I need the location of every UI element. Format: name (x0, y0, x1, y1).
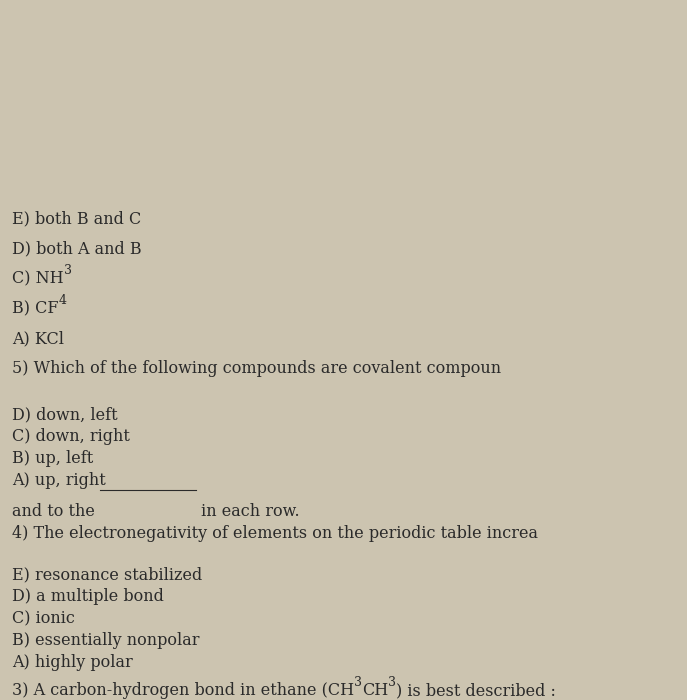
Text: 3) A carbon-hydrogen bond in ethane (CH: 3) A carbon-hydrogen bond in ethane (CH (12, 682, 354, 699)
Text: B) essentially nonpolar: B) essentially nonpolar (12, 632, 199, 649)
Text: 5) Which of the following compounds are covalent compoun: 5) Which of the following compounds are … (12, 360, 501, 377)
Text: D) down, left: D) down, left (12, 406, 117, 423)
Text: B) up, left: B) up, left (12, 450, 93, 467)
Text: 4) The electronegativity of elements on the periodic table increa: 4) The electronegativity of elements on … (12, 525, 538, 542)
Text: 4: 4 (58, 294, 67, 307)
Text: 3: 3 (354, 676, 362, 689)
Text: C) down, right: C) down, right (12, 428, 130, 445)
Text: 3: 3 (64, 264, 71, 276)
Text: C) ionic: C) ionic (12, 610, 75, 627)
Text: ) is best described :: ) is best described : (396, 682, 556, 699)
Text: CH: CH (362, 682, 388, 699)
Text: and to the: and to the (12, 503, 100, 520)
Text: E) resonance stabilized: E) resonance stabilized (12, 566, 202, 583)
Text: A) up, right: A) up, right (12, 472, 106, 489)
Text: ____________: ____________ (100, 503, 196, 520)
Text: 3: 3 (388, 676, 396, 689)
Text: A) highly polar: A) highly polar (12, 654, 133, 671)
Text: A) KCl: A) KCl (12, 330, 64, 347)
Text: E) both B and C: E) both B and C (12, 210, 142, 227)
Text: in each row.: in each row. (196, 503, 300, 520)
Text: C) NH: C) NH (12, 270, 64, 287)
Text: D) both A and B: D) both A and B (12, 240, 142, 257)
Text: B) CF: B) CF (12, 300, 58, 317)
Text: D) a multiple bond: D) a multiple bond (12, 588, 164, 605)
